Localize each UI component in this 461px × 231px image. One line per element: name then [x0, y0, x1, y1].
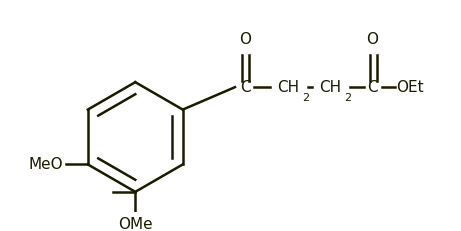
Text: 2: 2: [302, 93, 309, 103]
Text: C: C: [367, 80, 378, 95]
Text: MeO: MeO: [28, 157, 63, 172]
Text: OMe: OMe: [118, 217, 153, 231]
Text: C: C: [240, 80, 250, 95]
Text: O: O: [366, 32, 378, 47]
Text: 2: 2: [344, 93, 351, 103]
Text: O: O: [239, 32, 251, 47]
Text: CH: CH: [319, 80, 341, 95]
Text: OEt: OEt: [396, 80, 424, 95]
Text: CH: CH: [277, 80, 299, 95]
